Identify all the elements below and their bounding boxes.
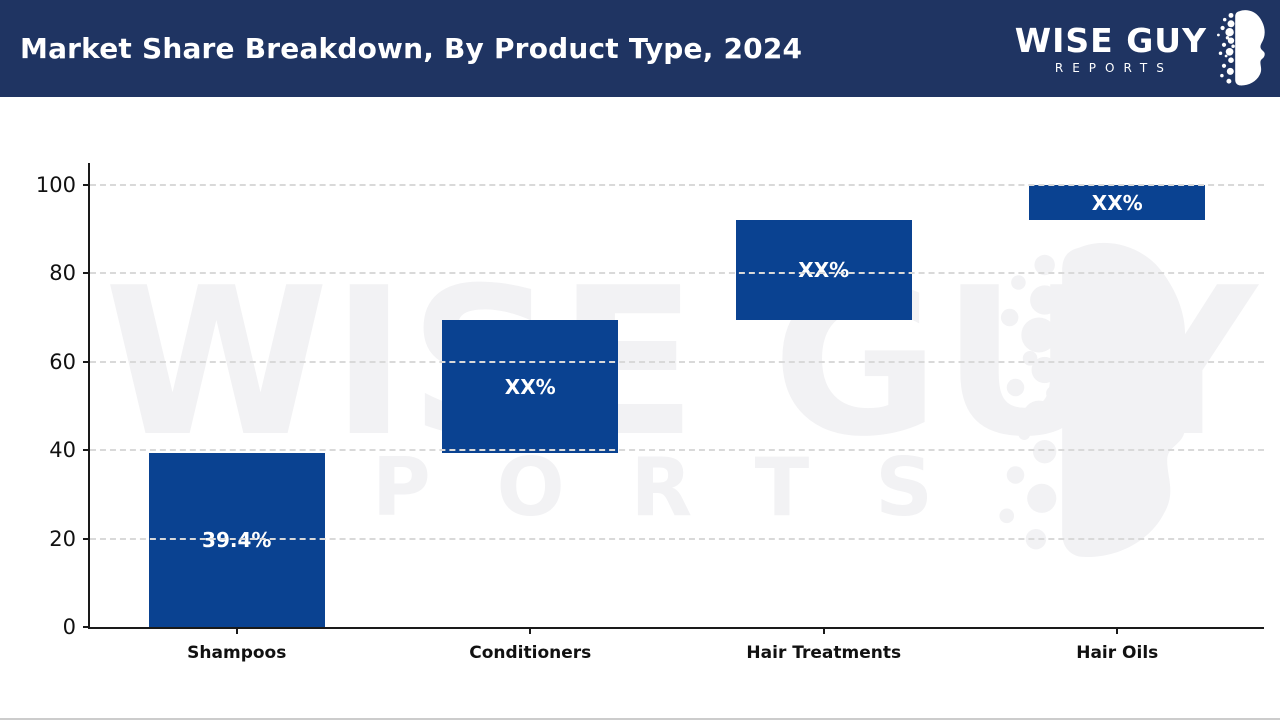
watermark-text-line2: PORTS (372, 441, 999, 534)
brand-logo-text: WISE GUY REPORTS (1015, 24, 1207, 74)
face-profile-icon (1217, 9, 1265, 85)
y-axis-tick-mark (83, 626, 90, 628)
y-axis-tick-mark (83, 272, 90, 275)
brand-subname: REPORTS (1054, 60, 1173, 75)
plot-area: 0 20 40 60 80 100 39.4% Shampoos XX% Conditioners… (36, 163, 1264, 663)
x-axis-tick-mark (529, 627, 532, 634)
y-axis-tick-label: 0 (62, 615, 76, 639)
y-axis-tick-mark (83, 184, 90, 187)
gridline (90, 449, 1264, 452)
waterfall-bar-hair-oils: XX% (1029, 185, 1206, 221)
x-axis-tick-mark (1116, 627, 1119, 634)
gridline (90, 272, 1264, 275)
y-axis-tick-label: 60 (49, 349, 76, 374)
x-axis-category-label: Conditioners (469, 643, 592, 663)
y-axis-tick-label: 100 (35, 173, 76, 198)
y-axis-tick-mark (83, 537, 90, 540)
x-axis-tick-mark (235, 627, 238, 634)
gridline (90, 184, 1264, 187)
header-bar: Market Share Breakdown, By Product Type,… (0, 0, 1280, 97)
y-axis-tick-label: 80 (49, 261, 76, 286)
brand-logo: WISE GUY REPORTS (1015, 7, 1266, 91)
bar-value-label: XX% (504, 374, 556, 399)
gridline (90, 537, 1264, 540)
waterfall-bar-shampoos: 39.4% (148, 452, 325, 627)
bar-value-label: XX% (1091, 190, 1143, 215)
gridline (90, 360, 1264, 363)
waterfall-bar-hair-treatments: XX% (735, 220, 912, 321)
y-axis-tick-label: 40 (49, 438, 76, 463)
x-axis-category-label: Hair Treatments (746, 643, 902, 663)
y-axis-tick-mark (83, 449, 90, 452)
y-axis-tick-mark (83, 360, 90, 363)
bar-value-label: XX% (798, 258, 850, 283)
x-axis-category-label: Hair Oils (1076, 643, 1159, 663)
brand-name: WISE GUY (1014, 20, 1207, 60)
waterfall-bar-conditioners: XX% (442, 320, 619, 453)
page-title: Market Share Breakdown, By Product Type,… (20, 32, 803, 65)
x-axis-category-label: Shampoos (187, 643, 287, 663)
bar-value-label: 39.4% (202, 527, 272, 552)
x-axis-tick-mark (822, 627, 825, 634)
y-axis-tick-label: 20 (49, 526, 76, 551)
